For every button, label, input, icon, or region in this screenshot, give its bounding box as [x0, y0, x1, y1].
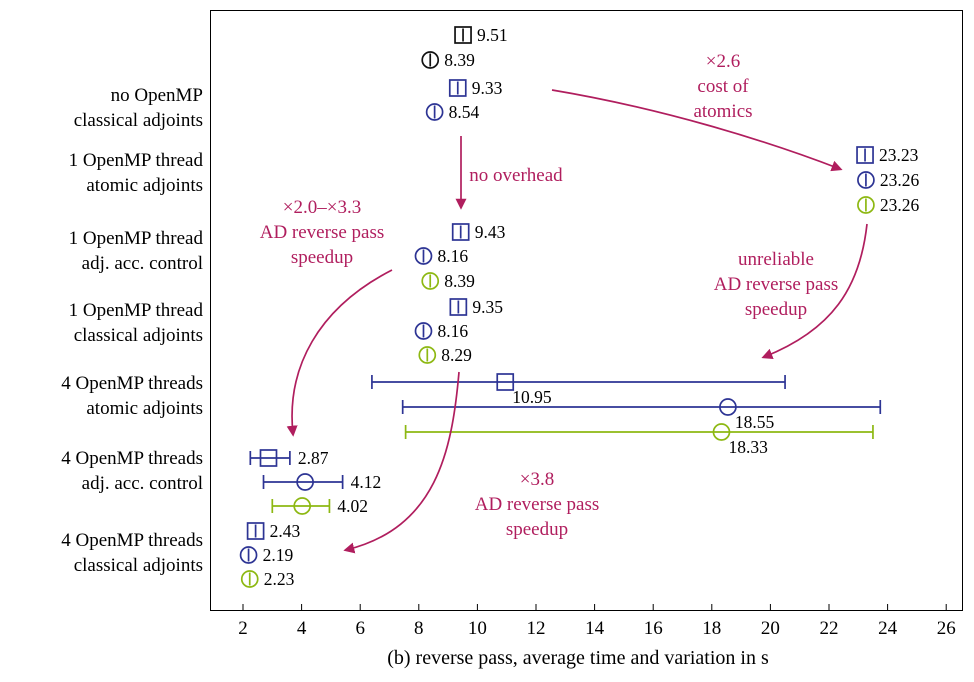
value-label: 9.51: [477, 25, 508, 45]
annotation-text: no overhead: [469, 165, 563, 186]
value-label: 23.26: [880, 195, 920, 215]
x-tick-label: 24: [878, 618, 898, 639]
value-label: 2.43: [270, 521, 301, 541]
category-label: 4 OpenMP threads: [61, 530, 203, 551]
x-tick-label: 8: [414, 618, 424, 639]
annotation-text: ×3.8: [520, 469, 554, 490]
value-label: 8.16: [437, 321, 468, 341]
value-label: 9.35: [472, 297, 503, 317]
category-label: 1 OpenMP thread: [69, 228, 204, 249]
category-label: classical adjoints: [74, 110, 203, 131]
annotation-text: ×2.6: [706, 51, 740, 72]
value-label: 4.02: [337, 496, 368, 516]
annotation-text: AD reverse pass: [475, 494, 600, 515]
x-tick-label: 6: [355, 618, 365, 639]
annotation-text: speedup: [745, 299, 807, 320]
category-label: 4 OpenMP threads: [61, 373, 203, 394]
value-label: 18.55: [735, 412, 775, 432]
value-label: 2.87: [298, 448, 329, 468]
x-tick-label: 14: [585, 618, 605, 639]
annotation-arrow: [761, 223, 868, 360]
category-label: classical adjoints: [74, 325, 203, 346]
value-label: 8.39: [444, 50, 475, 70]
value-label: 10.95: [512, 387, 552, 407]
value-label: 23.23: [879, 145, 919, 165]
value-label: 2.23: [264, 569, 295, 589]
annotation-text: AD reverse pass: [260, 222, 385, 243]
category-label: adj. acc. control: [82, 253, 203, 274]
x-tick-label: 4: [297, 618, 307, 639]
category-label: atomic adjoints: [86, 398, 203, 419]
value-label: 18.33: [728, 437, 768, 457]
x-axis-caption: (b) reverse pass, average time and varia…: [387, 647, 769, 669]
value-label: 8.16: [437, 246, 468, 266]
category-label: no OpenMP: [111, 85, 203, 106]
category-label: 4 OpenMP threads: [61, 448, 203, 469]
annotation-text: speedup: [291, 247, 353, 268]
x-tick-label: 10: [468, 618, 487, 639]
annotation-arrow: [551, 89, 843, 172]
x-tick-label: 22: [820, 618, 839, 639]
annotation-text: ×2.0–×3.3: [283, 197, 361, 218]
category-label: 1 OpenMP thread: [69, 150, 204, 171]
x-tick-label: 20: [761, 618, 780, 639]
annotation-arrow: [286, 269, 393, 437]
value-label: 9.43: [475, 222, 506, 242]
value-label: 23.26: [880, 170, 920, 190]
x-tick-label: 16: [644, 618, 663, 639]
annotation-text: cost of: [697, 76, 749, 97]
value-label: 8.29: [441, 345, 472, 365]
x-tick-label: 26: [937, 618, 956, 639]
category-label: 1 OpenMP thread: [69, 300, 204, 321]
category-label: adj. acc. control: [82, 473, 203, 494]
category-label: atomic adjoints: [86, 175, 203, 196]
annotation-text: unreliable: [738, 249, 814, 270]
annotation-text: speedup: [506, 519, 568, 540]
annotation-text: AD reverse pass: [714, 274, 839, 295]
x-tick-label: 2: [238, 618, 248, 639]
value-label: 4.12: [351, 472, 382, 492]
x-tick-label: 12: [527, 618, 546, 639]
value-label: 8.54: [449, 102, 480, 122]
plot-border: [210, 10, 963, 611]
annotation-arrow: [343, 371, 460, 554]
chart-content: 2 4 6 8 10 12 14 16 18 20 22 24 26(b) reverse pass, …: [61, 10, 963, 669]
value-label: 9.33: [472, 78, 503, 98]
category-label: classical adjoints: [74, 555, 203, 576]
value-label: 8.39: [444, 271, 475, 291]
value-label: 2.19: [263, 545, 294, 565]
annotation-text: atomics: [693, 101, 752, 122]
x-tick-label: 18: [702, 618, 721, 639]
